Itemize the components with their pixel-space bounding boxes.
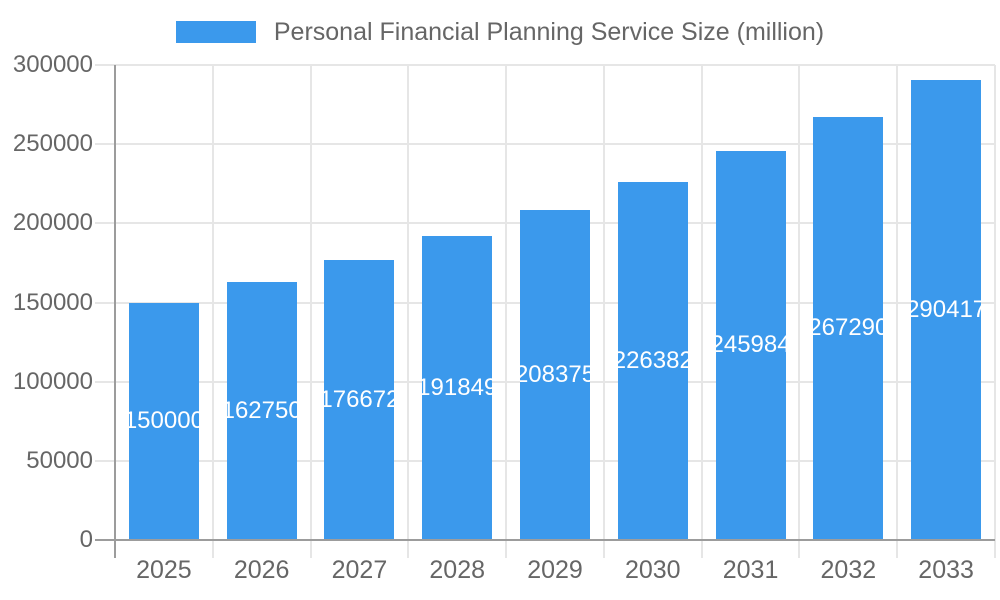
bar-value-label: 191849 (422, 374, 493, 402)
y-axis-tick-label: 300000 (12, 51, 93, 78)
bar-value-label: 162750 (226, 397, 297, 425)
x-axis-tick-label: 2026 (233, 556, 290, 584)
bar-value-label: 226382 (617, 346, 688, 374)
y-axis-tick-label: 0 (79, 526, 93, 553)
x-gridline (700, 65, 703, 558)
x-axis-tick-label: 2025 (136, 556, 192, 584)
x-axis-tick-label: 2032 (820, 556, 877, 584)
bar-value-label: 176672 (324, 386, 395, 414)
x-gridline (602, 65, 605, 558)
bar-value-label: 267290 (813, 314, 884, 342)
x-axis-tick-label: 2029 (527, 556, 583, 584)
bar-2028[interactable]: 191849 (422, 236, 493, 540)
y-gridline (95, 143, 995, 146)
x-gridline (211, 65, 214, 558)
x-gridline (309, 65, 312, 558)
x-axis-line (95, 539, 995, 541)
y-axis-line (114, 65, 116, 558)
x-axis-tick-label: 2028 (429, 556, 486, 584)
y-axis-tick-label: 250000 (12, 130, 93, 158)
x-gridline (798, 65, 801, 558)
y-axis-tick-label: 150000 (12, 288, 93, 316)
bar-2027[interactable]: 176672 (324, 260, 395, 540)
bar-value-label: 150000 (128, 407, 199, 435)
x-gridline (505, 65, 508, 558)
bar-value-label: 290417 (911, 296, 982, 324)
bar-2031[interactable]: 245984 (715, 150, 786, 540)
legend-label: Personal Financial Planning Service Size… (273, 17, 825, 46)
bar-2033[interactable]: 290417 (911, 80, 982, 540)
x-gridline (994, 65, 996, 558)
bar-2030[interactable]: 226382 (617, 181, 688, 540)
x-gridline (407, 65, 410, 558)
bar-2025[interactable]: 150000 (128, 302, 199, 540)
bar-value-label: 245984 (715, 331, 786, 359)
bar-2029[interactable]: 208375 (520, 210, 590, 540)
y-axis-tick-label: 100000 (12, 367, 93, 395)
x-axis-tick-label: 2031 (722, 556, 779, 584)
x-axis-tick-label: 2030 (624, 556, 681, 584)
x-gridline (896, 65, 899, 558)
bar-2026[interactable]: 162750 (226, 282, 297, 540)
y-gridline (95, 64, 995, 66)
x-axis-tick-label: 2033 (918, 556, 974, 584)
x-axis-tick-label: 2027 (331, 556, 388, 584)
bar-value-label: 208375 (520, 361, 590, 389)
y-axis-tick-label: 50000 (26, 446, 93, 474)
y-axis-tick-label: 200000 (12, 209, 93, 237)
chart-legend[interactable]: Personal Financial Planning Service Size… (0, 17, 1000, 46)
legend-swatch (175, 21, 256, 43)
bar-2032[interactable]: 267290 (813, 116, 884, 540)
